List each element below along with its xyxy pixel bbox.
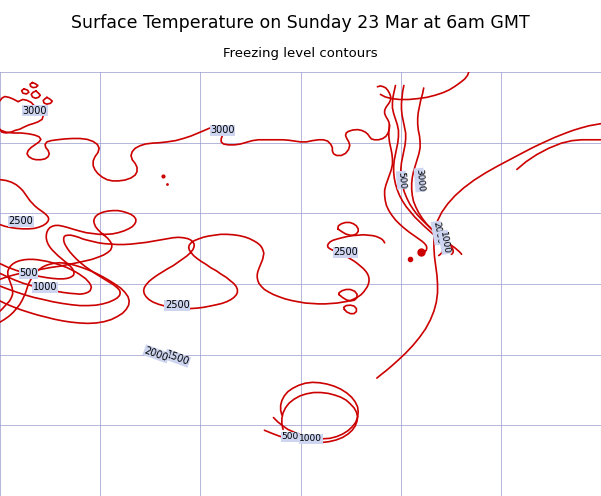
Text: 2500: 2500	[8, 216, 34, 226]
Text: 1000: 1000	[299, 434, 322, 443]
Text: 3000: 3000	[210, 125, 234, 135]
Text: 500: 500	[396, 171, 407, 189]
Text: 3000: 3000	[414, 168, 425, 192]
Text: 3000: 3000	[23, 106, 47, 116]
Text: 1000: 1000	[438, 230, 451, 254]
Text: 500: 500	[19, 268, 37, 278]
Text: Surface Temperature on Sunday 23 Mar at 6am GMT: Surface Temperature on Sunday 23 Mar at …	[71, 14, 530, 32]
Text: Freezing level contours: Freezing level contours	[223, 48, 378, 61]
Text: 1500: 1500	[164, 349, 191, 367]
Text: 2500: 2500	[165, 300, 190, 310]
Text: 2000: 2000	[431, 221, 444, 245]
Text: 2500: 2500	[333, 247, 358, 257]
Text: 500: 500	[281, 432, 298, 441]
Text: 1000: 1000	[33, 282, 57, 292]
Text: 2000: 2000	[143, 345, 169, 363]
